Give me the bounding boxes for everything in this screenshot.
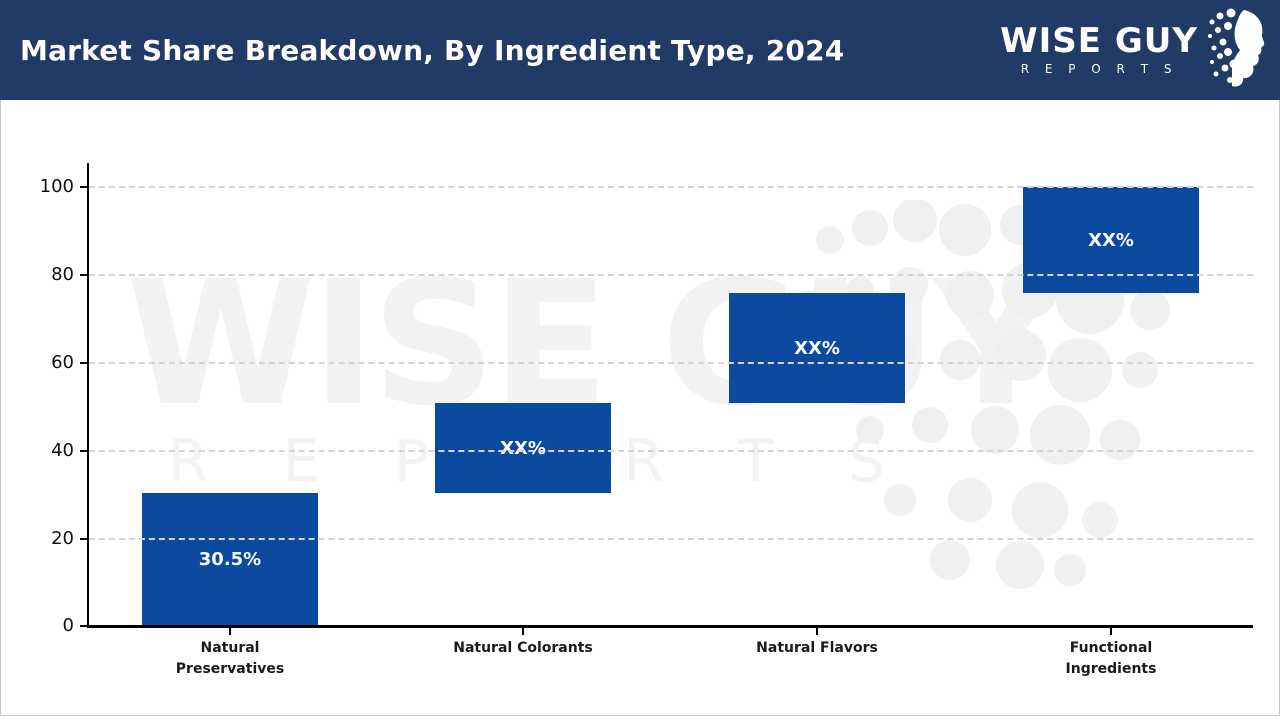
x-category-line: Natural Flavors — [756, 640, 878, 656]
y-tickmark — [80, 186, 88, 188]
y-tick-label: 20 — [51, 528, 74, 549]
x-category-label: Natural Flavors — [717, 638, 917, 659]
y-tickmark — [80, 625, 88, 627]
brand-face-icon — [1208, 8, 1265, 87]
y-tickmark — [80, 274, 88, 276]
y-axis-spine — [87, 163, 89, 628]
y-tick-label: 80 — [51, 264, 74, 285]
brand-logo: WISE GUY R E P O R T S — [1000, 0, 1266, 100]
x-category-label: Functional Ingredients — [1011, 638, 1211, 680]
gridline-40 — [89, 450, 1253, 452]
y-tickmark — [80, 450, 88, 452]
gridline-100 — [89, 186, 1253, 188]
brand-name: WISE GUY — [1000, 21, 1198, 61]
x-tickmark — [229, 628, 231, 635]
x-category-line: Natural Colorants — [453, 640, 593, 656]
bar-natural-colorants: XX% — [435, 403, 611, 493]
y-tick-label: 100 — [39, 176, 74, 197]
bar-value-label: XX% — [1088, 229, 1134, 251]
y-tick-label: 40 — [51, 440, 74, 461]
x-tickmark — [522, 628, 524, 635]
x-category-line: Ingredients — [1065, 661, 1157, 677]
bar-value-label: XX% — [500, 437, 546, 459]
x-category-label: Natural Colorants — [423, 638, 623, 659]
x-category-line: Functional — [1069, 640, 1153, 656]
y-tick-label: 60 — [51, 352, 74, 373]
bar-value-label: 30.5% — [198, 549, 262, 570]
brand-logo-text: WISE GUY R E P O R T S — [1000, 24, 1198, 76]
x-category-label: Natural Preservatives — [130, 638, 330, 680]
y-tickmark — [80, 538, 88, 540]
header-band: Market Share Breakdown, By Ingredient Ty… — [0, 0, 1280, 100]
x-category-line: Preservatives — [175, 661, 285, 677]
x-axis-spine — [87, 625, 1253, 628]
x-tickmark — [1110, 628, 1112, 635]
gridline-60 — [89, 362, 1253, 364]
y-tickmark — [80, 362, 88, 364]
bar-value-label: XX% — [794, 337, 840, 359]
brand-subtitle: R E P O R T S — [1020, 62, 1178, 76]
bar-functional-ingredients: XX% — [1023, 187, 1199, 293]
gridline-20 — [89, 538, 1253, 540]
bar-natural-flavors: XX% — [729, 293, 905, 403]
page-title: Market Share Breakdown, By Ingredient Ty… — [20, 33, 845, 67]
x-tickmark — [816, 628, 818, 635]
y-tick-label: 0 — [62, 615, 74, 636]
x-category-line: Natural — [200, 640, 260, 656]
bar-natural-preservatives: 30.5% — [142, 493, 318, 626]
gridline-80 — [89, 274, 1253, 276]
